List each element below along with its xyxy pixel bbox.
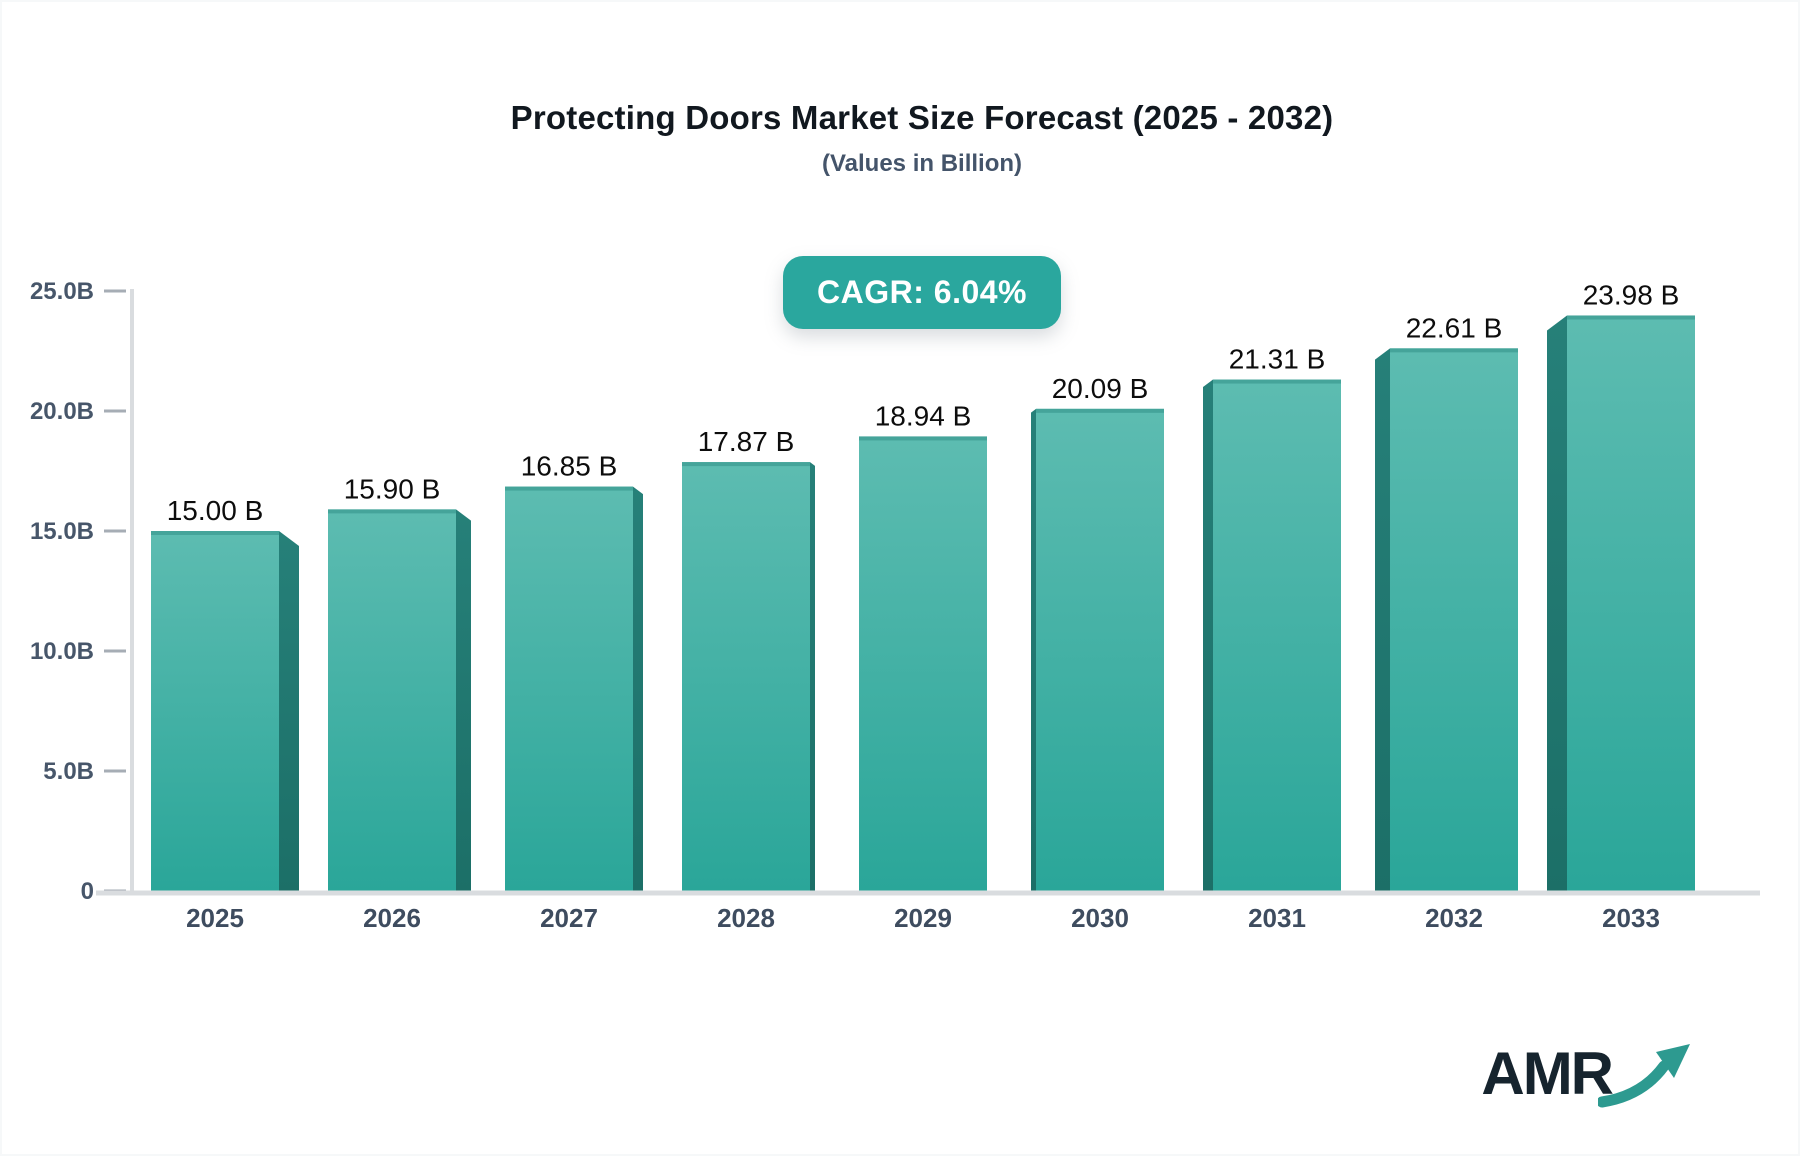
- bar-top-edge: [1390, 348, 1518, 353]
- bar-group-2029: 18.94 B 2029: [859, 400, 987, 933]
- x-axis-label: 2032: [1425, 903, 1483, 933]
- x-axis-label: 2027: [540, 903, 598, 933]
- cagr-badge: CAGR: 6.04%: [783, 256, 1061, 329]
- x-axis-label: 2033: [1602, 903, 1660, 933]
- bar-front-face: [1213, 379, 1341, 891]
- y-axis-label: 10.0B: [30, 638, 94, 665]
- y-axis-label: 0: [81, 878, 94, 905]
- bar-side-face: [1203, 379, 1213, 891]
- x-axis-label: 2030: [1071, 903, 1129, 933]
- bar-side-face: [1547, 315, 1567, 892]
- y-axis-label: 15.0B: [30, 518, 94, 545]
- bar-top-edge: [859, 436, 987, 441]
- bar-front-face: [859, 436, 987, 891]
- chart-title: Protecting Doors Market Size Forecast (2…: [510, 99, 1334, 136]
- cagr-badge-row: CAGR: 6.04%: [2, 256, 1798, 329]
- bar-top-edge: [151, 531, 279, 535]
- x-axis-label: 2031: [1248, 903, 1306, 933]
- y-axis-label: 20.0B: [30, 398, 94, 425]
- y-axis-label: 25.0B: [30, 278, 94, 305]
- bar-side-face: [1031, 408, 1036, 891]
- bar-side-face: [456, 509, 471, 891]
- amr-logo-text: AMR: [1481, 1040, 1614, 1107]
- bar-value-label: 23.98 B: [1583, 279, 1680, 310]
- bar-group-2025: 15.00 B 2025: [151, 495, 299, 933]
- y-axis-label: 5.0B: [43, 758, 94, 785]
- bar-front-face: [1567, 315, 1695, 892]
- bar-value-label: 18.94 B: [875, 400, 972, 431]
- bar-group-2028: 17.87 B 2028: [682, 426, 815, 933]
- x-axis-label: 2029: [894, 903, 952, 933]
- bar-front-face: [151, 531, 279, 891]
- x-axis-label: 2025: [186, 903, 244, 933]
- bar-value-label: 22.61 B: [1406, 312, 1503, 343]
- bar-group-2031: 21.31 B 2031: [1203, 344, 1341, 933]
- bar-group-2033: 23.98 B 2033: [1547, 279, 1695, 933]
- bar-top-edge: [682, 462, 810, 467]
- bar-top-edge: [1036, 408, 1164, 413]
- x-axis-label: 2028: [717, 903, 775, 933]
- bar-front-face: [1390, 348, 1518, 891]
- bar-top-edge: [328, 509, 456, 514]
- bar-group-2027: 16.85 B 2027: [505, 451, 643, 933]
- bar-group-2030: 20.09 B 2030: [1031, 373, 1164, 933]
- bar-front-face: [1036, 408, 1164, 891]
- x-axis-label: 2026: [363, 903, 421, 933]
- growth-arrow-icon: [1598, 1044, 1690, 1108]
- bar-value-label: 16.85 B: [521, 451, 618, 482]
- bar-side-face: [810, 462, 815, 891]
- bar-group-2032: 22.61 B 2032: [1375, 312, 1518, 933]
- bar-top-edge: [1567, 315, 1695, 320]
- bar-value-label: 21.31 B: [1229, 344, 1326, 375]
- bar-value-label: 15.90 B: [344, 473, 441, 504]
- bar-top-edge: [505, 486, 633, 491]
- bar-front-face: [682, 462, 810, 891]
- bar-side-face: [1375, 348, 1390, 891]
- bar-group-2026: 15.90 B 2026: [328, 473, 471, 933]
- amr-logo: AMR: [1481, 1040, 1694, 1108]
- bar-value-label: 15.00 B: [167, 495, 264, 526]
- bar-side-face: [633, 486, 643, 891]
- bar-value-label: 17.87 B: [698, 426, 795, 457]
- bar-front-face: [328, 509, 456, 891]
- bar-top-edge: [1213, 379, 1341, 384]
- chart-subtitle: (Values in Billion): [821, 150, 1023, 177]
- bar-side-face: [279, 531, 299, 891]
- bar-value-label: 20.09 B: [1052, 373, 1149, 404]
- bar-front-face: [505, 486, 633, 891]
